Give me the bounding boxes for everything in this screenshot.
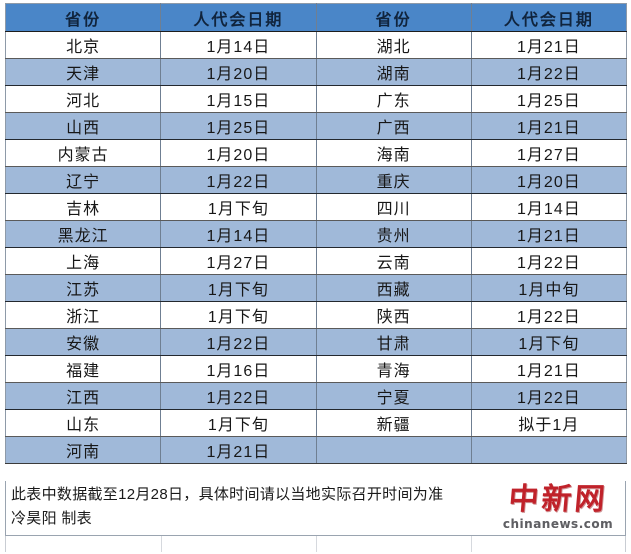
cell-province-left: 浙江: [5, 301, 162, 329]
table-body: 北京 1月14日 湖北 1月21日 天津 1月20日 湖南 1月22日 河北 1月15日 广东 1月2…: [5, 31, 627, 464]
cell-date-left: 1月下旬: [160, 301, 317, 329]
province-congress-schedule-table: 省份 人代会日期 省份 人代会日期 北京 1月14日 湖北 1月21日 天津 1月20日湖…: [5, 3, 627, 464]
cell-date-left: 1月20日: [160, 139, 317, 167]
cell-date-right: 1月22日: [471, 58, 627, 86]
header-cell-province-right: 省份: [316, 3, 472, 32]
cell-province-right: 云南: [316, 247, 472, 275]
footnote-line-2: 冷昊阳 制表: [11, 510, 92, 527]
cell-date-left: 1月20日: [160, 58, 317, 86]
cell-province-left: 江西: [5, 382, 162, 410]
cell-date-right: 1月27日: [471, 139, 627, 167]
cell-province-right: 重庆: [316, 166, 472, 194]
bottom-divider-tick: [161, 536, 162, 552]
cell-date-right: 1月21日: [471, 31, 627, 59]
cell-province-right: 西藏: [316, 274, 472, 302]
footnote-box: 此表中数据截至12月28日，具体时间请以当地实际召开时间为准 冷昊阳 制表 中新…: [5, 481, 626, 536]
table-row: 安徽 1月22日 甘肃 1月下旬: [5, 328, 627, 356]
cell-province-right: 湖南: [316, 58, 472, 86]
cell-province-left: 河南: [5, 436, 162, 464]
table-header: 省份 人代会日期 省份 人代会日期: [5, 3, 627, 32]
cell-date-right: 1月22日: [471, 382, 627, 410]
cell-province-left: 吉林: [5, 193, 162, 221]
table-row: 江西 1月22日 宁夏 1月22日: [5, 382, 627, 410]
table-row: 辽宁 1月22日 重庆 1月20日: [5, 166, 627, 194]
table-row: 福建 1月16日 青海 1月21日: [5, 355, 627, 383]
cell-province-right: 海南: [316, 139, 472, 167]
cell-province-left: 上海: [5, 247, 162, 275]
cell-province-left: 天津: [5, 58, 162, 86]
cell-province-right: 四川: [316, 193, 472, 221]
table-row: 浙江 1月下旬 陕西 1月22日: [5, 301, 627, 329]
header-cell-date-right: 人代会日期: [471, 3, 627, 32]
table-row: 天津 1月20日 湖南 1月22日: [5, 58, 627, 86]
cell-province-left: 辽宁: [5, 166, 162, 194]
bottom-divider-tick: [316, 536, 317, 552]
table-row: 山东 1月下旬 新疆 拟于1月: [5, 409, 627, 437]
cell-province-right: 青海: [316, 355, 472, 383]
cell-date-right: 拟于1月: [471, 409, 627, 437]
table-row: 吉林 1月下旬 四川 1月14日: [5, 193, 627, 221]
footnote-line-1: 此表中数据截至12月28日，具体时间请以当地实际召开时间为准: [11, 486, 444, 503]
cell-province-left: 山西: [5, 112, 162, 140]
cell-province-left: 山东: [5, 409, 162, 437]
cell-province-right: 湖北: [316, 31, 472, 59]
cell-province-right: [316, 436, 472, 464]
cell-date-left: 1月14日: [160, 220, 317, 248]
header-row: 省份 人代会日期 省份 人代会日期: [5, 3, 627, 32]
cell-date-left: 1月27日: [160, 247, 317, 275]
header-cell-date-left: 人代会日期: [160, 3, 317, 32]
table-row: 河北 1月15日 广东 1月25日: [5, 85, 627, 113]
cell-province-right: 广西: [316, 112, 472, 140]
cell-date-right: 1月21日: [471, 112, 627, 140]
cell-province-left: 河北: [5, 85, 162, 113]
cell-date-right: 1月21日: [471, 220, 627, 248]
bottom-divider-tick: [471, 536, 472, 552]
cell-date-left: 1月22日: [160, 166, 317, 194]
table-row: 上海 1月27日 云南 1月22日: [5, 247, 627, 275]
cell-province-right: 陕西: [316, 301, 472, 329]
cell-province-right: 甘肃: [316, 328, 472, 356]
cell-date-right: 1月14日: [471, 193, 627, 221]
cell-date-right: 1月21日: [471, 355, 627, 383]
cell-province-left: 安徽: [5, 328, 162, 356]
cell-date-right: 1月20日: [471, 166, 627, 194]
cell-date-right: [471, 436, 627, 464]
cell-date-left: 1月15日: [160, 85, 317, 113]
cell-date-left: 1月16日: [160, 355, 317, 383]
cell-date-left: 1月下旬: [160, 193, 317, 221]
cell-date-right: 1月25日: [471, 85, 627, 113]
cell-province-left: 江苏: [5, 274, 162, 302]
cell-province-left: 内蒙古: [5, 139, 162, 167]
bottom-strip: [5, 536, 626, 552]
cell-date-right: 1月22日: [471, 301, 627, 329]
cell-date-left: 1月22日: [160, 328, 317, 356]
cell-province-right: 广东: [316, 85, 472, 113]
cell-province-left: 北京: [5, 31, 162, 59]
cell-date-left: 1月下旬: [160, 274, 317, 302]
cell-date-left: 1月14日: [160, 31, 317, 59]
table-row: 北京 1月14日 湖北 1月21日: [5, 31, 627, 59]
cell-province-left: 黑龙江: [5, 220, 162, 248]
cell-date-right: 1月22日: [471, 247, 627, 275]
cell-date-right: 1月下旬: [471, 328, 627, 356]
table-row: 河南 1月21日: [5, 436, 627, 464]
cell-province-right: 新疆: [316, 409, 472, 437]
cell-province-left: 福建: [5, 355, 162, 383]
table-row: 江苏 1月下旬 西藏 1月中旬: [5, 274, 627, 302]
cell-province-right: 贵州: [316, 220, 472, 248]
cell-date-left: 1月25日: [160, 112, 317, 140]
header-cell-province-left: 省份: [5, 3, 162, 32]
cell-date-right: 1月中旬: [471, 274, 627, 302]
cell-date-left: 1月21日: [160, 436, 317, 464]
table-row: 黑龙江 1月14日 贵州 1月21日: [5, 220, 627, 248]
table-row: 内蒙古 1月20日 海南 1月27日: [5, 139, 627, 167]
cell-date-left: 1月22日: [160, 382, 317, 410]
table-row: 山西 1月25日 广西 1月21日: [5, 112, 627, 140]
cell-province-right: 宁夏: [316, 382, 472, 410]
cell-date-left: 1月下旬: [160, 409, 317, 437]
